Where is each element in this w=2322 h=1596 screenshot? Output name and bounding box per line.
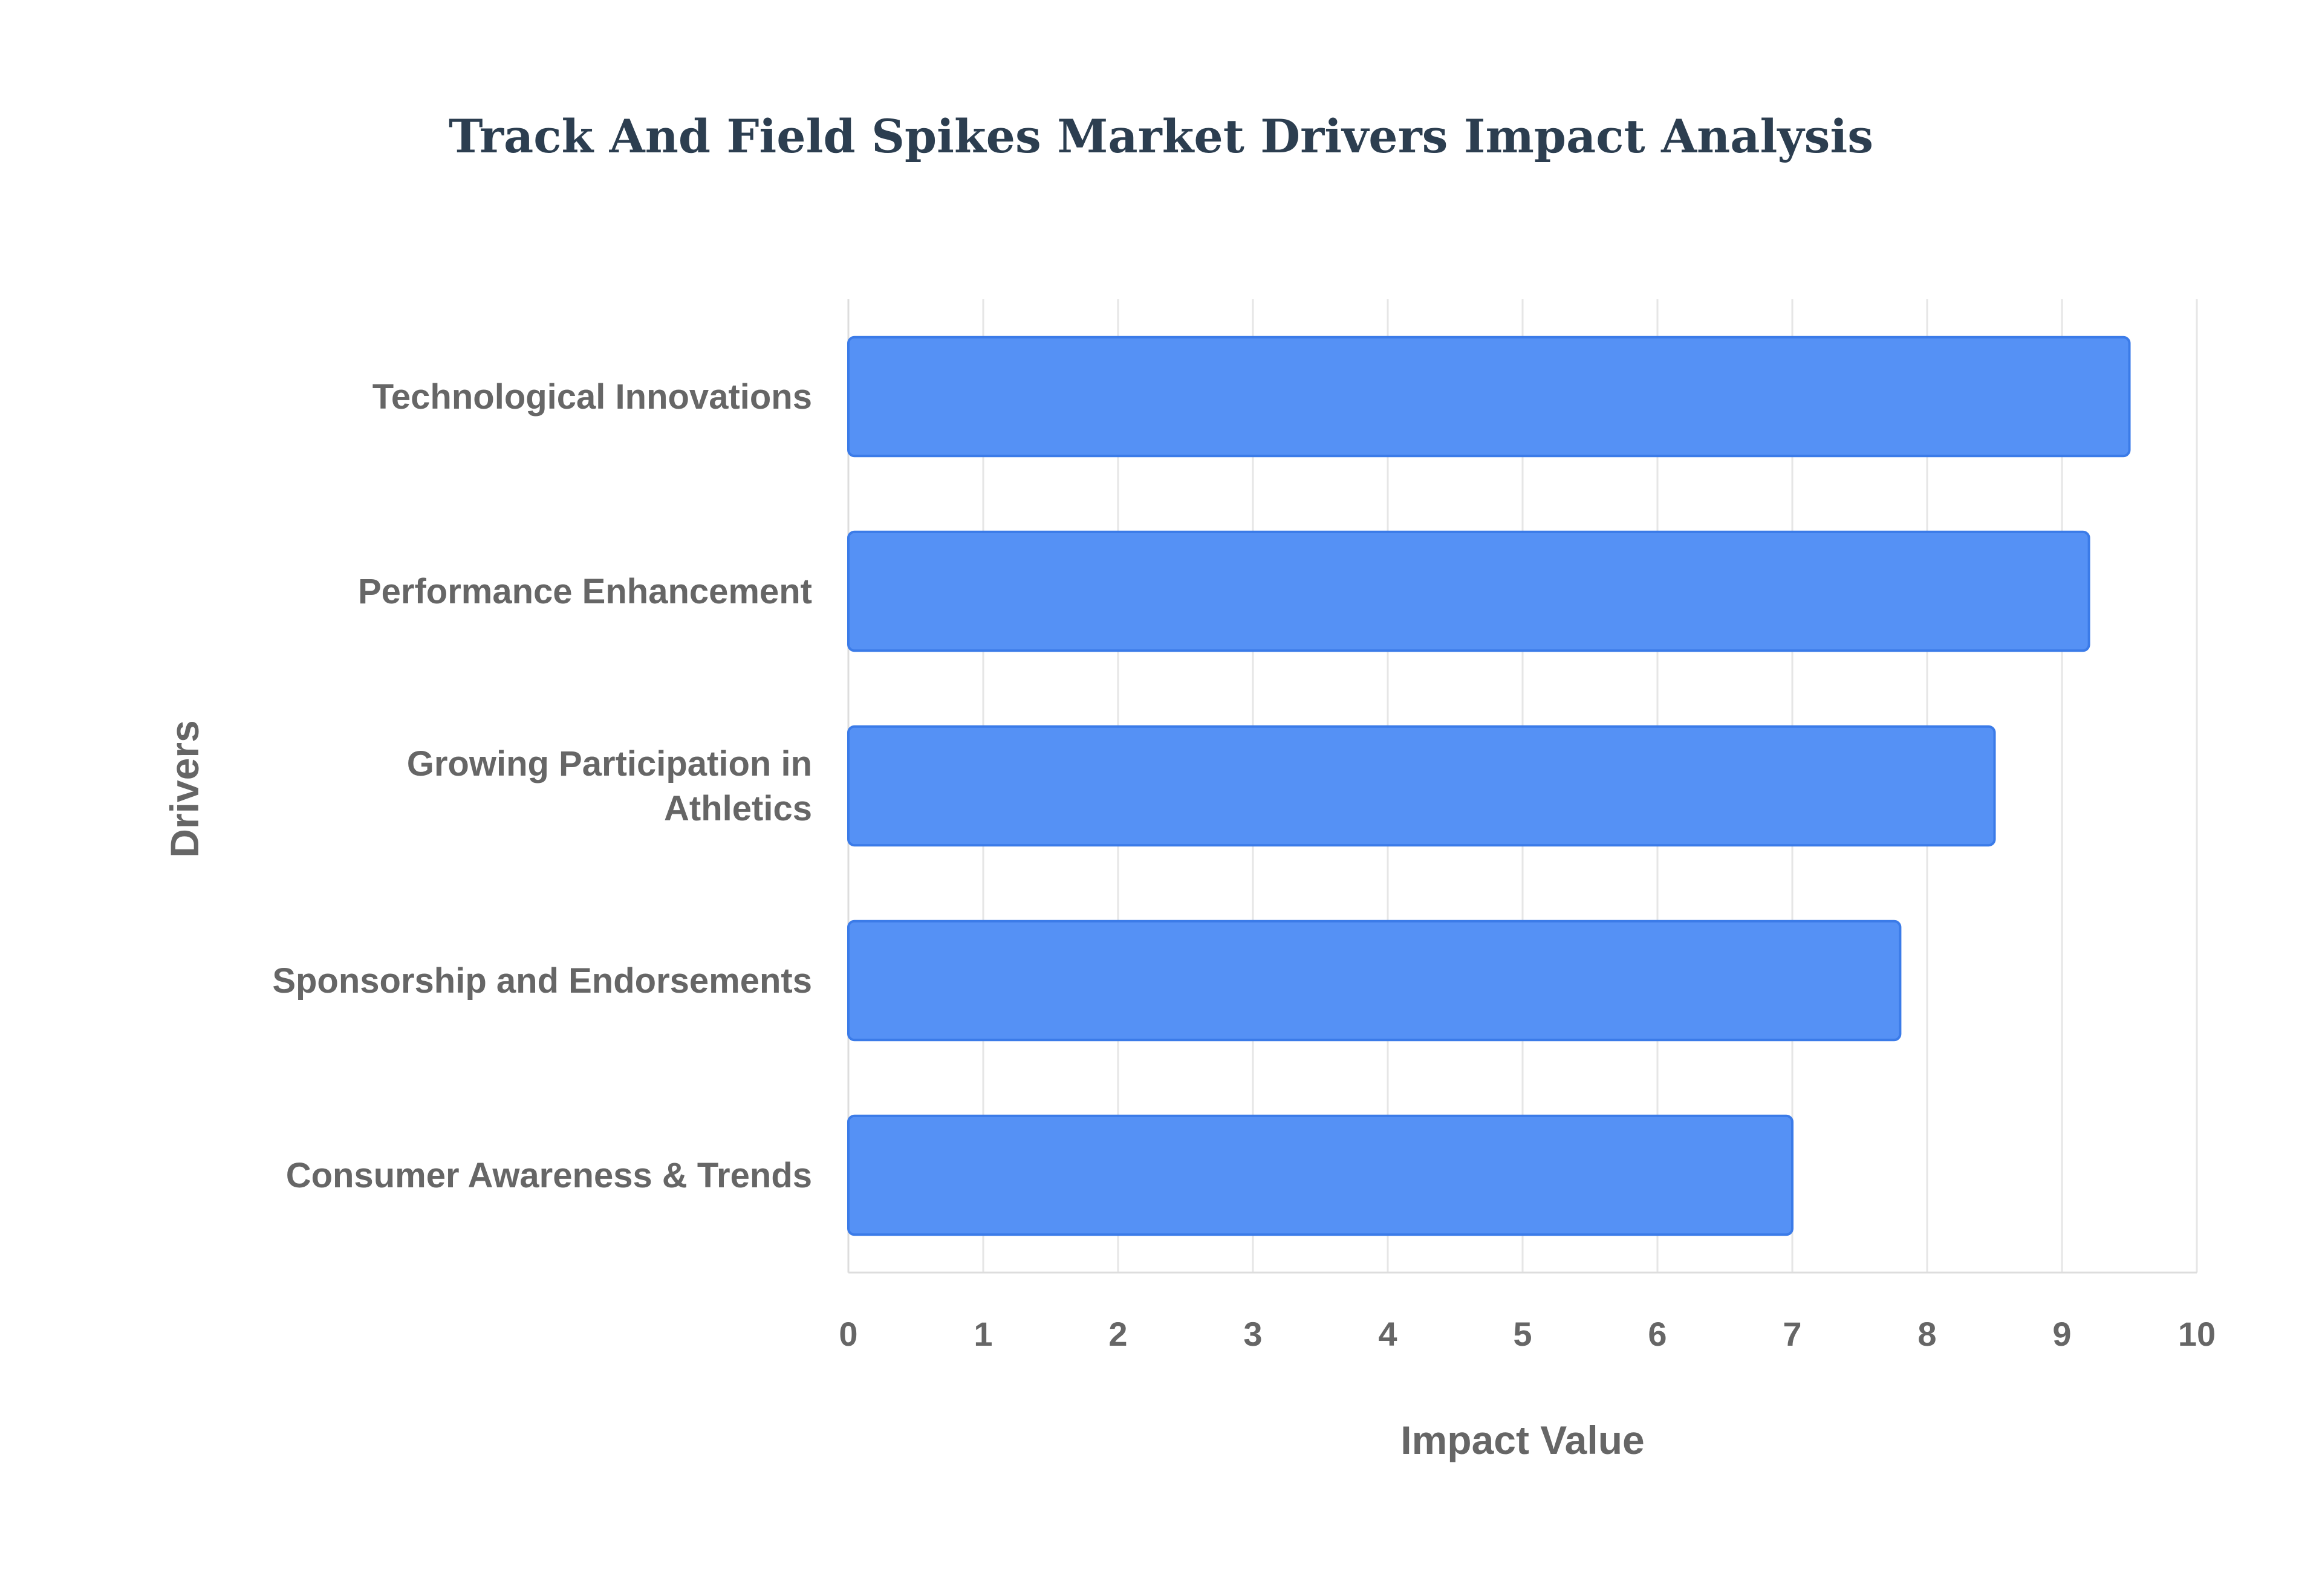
x-tick-label: 6 <box>1648 1315 1667 1353</box>
x-tick-label: 1 <box>974 1315 992 1353</box>
y-category-label: Sponsorship and Endorsements <box>272 961 812 1001</box>
x-tick-label: 2 <box>1108 1315 1127 1353</box>
y-category-label: Consumer Awareness & Trends <box>286 1156 812 1195</box>
bars <box>847 336 2131 1236</box>
bar-1 <box>847 336 2131 458</box>
bar-5 <box>847 1114 1794 1236</box>
chart-title: Track And Field Spikes Market Drivers Im… <box>449 109 1873 163</box>
x-tick-label: 7 <box>1783 1315 1801 1353</box>
x-tick-label: 10 <box>2178 1315 2216 1353</box>
x-tick-label: 9 <box>2052 1315 2071 1353</box>
y-category-label: Growing Participation in Athletics <box>407 744 812 828</box>
y-category-label: Technological Innovations <box>372 377 812 417</box>
x-tick-label: 5 <box>1513 1315 1532 1353</box>
y-axis-category-labels: Technological Innovations Performance Enh… <box>272 377 812 1195</box>
x-tick-label: 0 <box>839 1315 857 1353</box>
bar-2 <box>847 530 2090 652</box>
x-tick-label: 3 <box>1243 1315 1262 1353</box>
x-axis-ticks: 0 1 2 3 4 5 6 7 8 9 10 <box>839 1315 2216 1353</box>
x-axis-title: Impact Value <box>1400 1418 1645 1462</box>
y-axis-title: Drivers <box>162 720 207 858</box>
x-tick-label: 8 <box>1917 1315 1936 1353</box>
bar-4 <box>847 920 1902 1042</box>
y-category-label: Performance Enhancement <box>358 572 812 611</box>
x-tick-label: 4 <box>1378 1315 1397 1353</box>
bar-3 <box>847 725 1996 847</box>
